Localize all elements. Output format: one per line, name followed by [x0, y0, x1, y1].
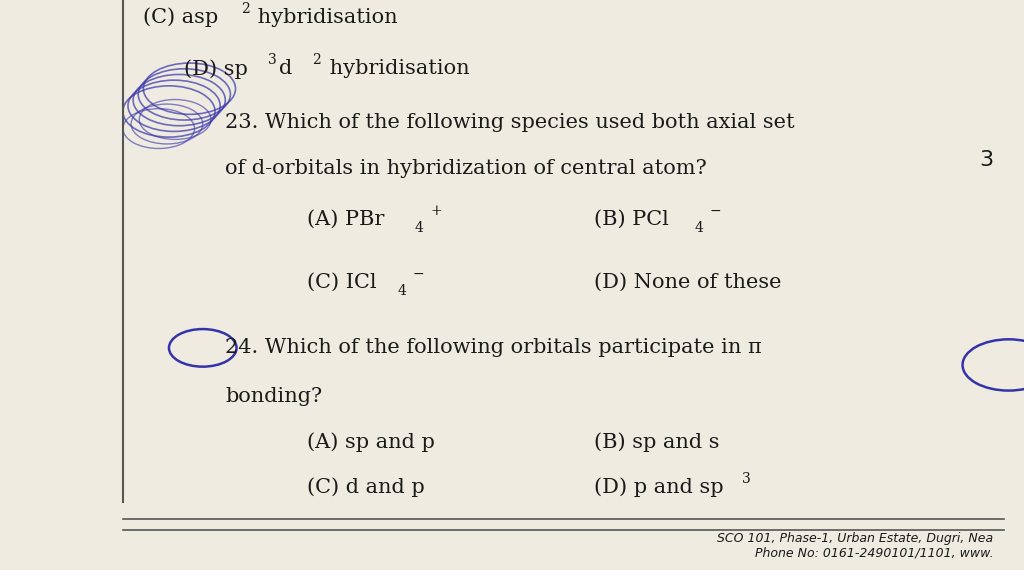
Text: 3: 3: [979, 150, 993, 170]
Text: (A) PBr: (A) PBr: [307, 210, 385, 229]
Text: (C) asp: (C) asp: [143, 7, 218, 27]
Text: (D) sp: (D) sp: [184, 59, 248, 79]
Text: hybridisation: hybridisation: [323, 59, 469, 78]
Text: (B) sp and s: (B) sp and s: [594, 432, 720, 451]
Text: 23. Which of the following species used both axial set: 23. Which of the following species used …: [225, 113, 795, 132]
Text: SCO 101, Phase-1, Urban Estate, Dugri, Nea: SCO 101, Phase-1, Urban Estate, Dugri, N…: [717, 532, 993, 545]
Text: (B) PCl: (B) PCl: [594, 210, 669, 229]
Text: 2: 2: [312, 53, 322, 67]
Text: 2: 2: [241, 2, 250, 16]
Text: (A) sp and p: (A) sp and p: [307, 432, 435, 451]
Text: Phone No: 0161-2490101/1101, www.: Phone No: 0161-2490101/1101, www.: [755, 547, 993, 559]
Text: hybridisation: hybridisation: [251, 8, 397, 27]
Text: −: −: [710, 204, 721, 218]
Text: 4: 4: [694, 221, 703, 235]
Text: 3: 3: [742, 472, 752, 486]
Text: bonding?: bonding?: [225, 387, 323, 406]
Text: −: −: [413, 267, 424, 281]
Text: 24. Which of the following orbitals participate in π: 24. Which of the following orbitals part…: [225, 339, 762, 357]
Text: (D) p and sp: (D) p and sp: [594, 478, 724, 497]
Text: d: d: [279, 59, 292, 78]
Text: (C) d and p: (C) d and p: [307, 478, 425, 497]
Text: 3: 3: [268, 53, 278, 67]
Text: (D) None of these: (D) None of these: [594, 273, 781, 292]
Text: of d-orbitals in hybridization of central atom?: of d-orbitals in hybridization of centra…: [225, 159, 707, 178]
Text: +: +: [430, 204, 441, 218]
Text: 4: 4: [415, 221, 424, 235]
Text: 4: 4: [397, 284, 407, 298]
Text: (C) ICl: (C) ICl: [307, 273, 377, 292]
